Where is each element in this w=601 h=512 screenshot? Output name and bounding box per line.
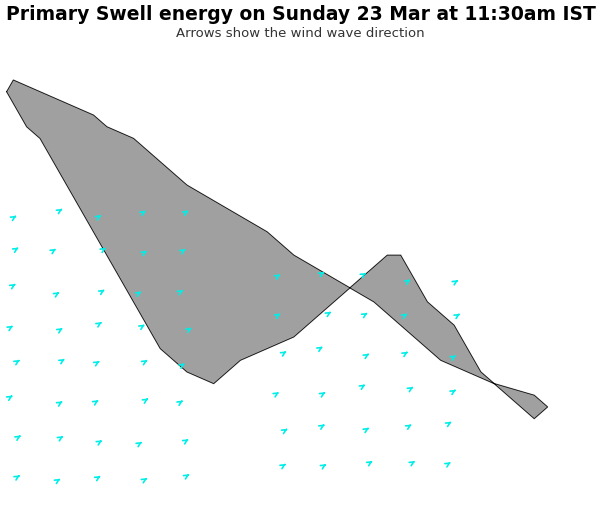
Polygon shape <box>7 80 548 419</box>
Text: Primary Swell energy on Sunday 23 Mar at 11:30am IST: Primary Swell energy on Sunday 23 Mar at… <box>5 5 596 24</box>
Text: Arrows show the wind wave direction: Arrows show the wind wave direction <box>176 27 425 40</box>
